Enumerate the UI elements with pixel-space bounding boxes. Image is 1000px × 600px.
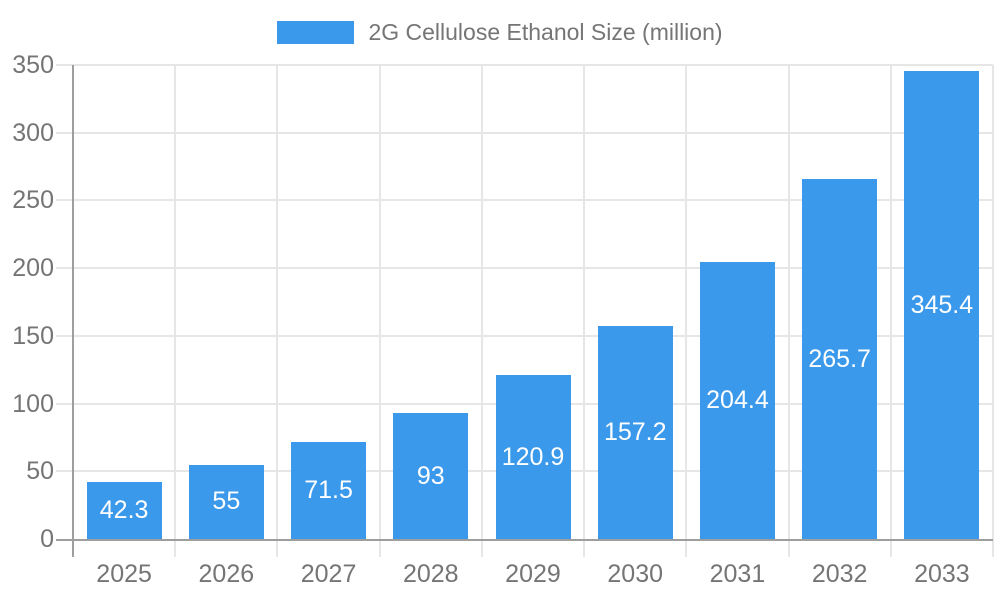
bar-2029 <box>495 375 571 539</box>
bar-2033 <box>904 71 980 539</box>
v-gridline <box>174 65 177 557</box>
v-gridline <box>787 65 790 557</box>
v-gridline <box>992 65 994 557</box>
y-tick-label: 50 <box>26 457 54 486</box>
y-tick-label: 250 <box>12 186 54 215</box>
h-gridline <box>56 267 993 270</box>
bar-value-label: 42.3 <box>99 495 149 524</box>
bar-value-label: 93 <box>416 461 445 490</box>
v-gridline <box>480 65 483 557</box>
v-gridline <box>276 65 279 557</box>
bar-2030 <box>597 326 673 539</box>
v-gridline <box>889 65 892 557</box>
y-tick-label: 150 <box>12 321 54 350</box>
y-axis-line <box>72 65 74 557</box>
bar-2031 <box>699 262 775 539</box>
bar-value-label: 204.4 <box>706 386 769 415</box>
h-gridline <box>56 199 993 202</box>
y-tick-label: 0 <box>40 525 54 553</box>
x-tick-label: 2026 <box>198 560 255 588</box>
x-tick-label: 2031 <box>709 560 766 588</box>
bar-value-label: 55 <box>212 487 241 516</box>
bar-2027 <box>291 442 367 539</box>
v-gridline <box>583 65 586 557</box>
legend-label: 2G Cellulose Ethanol Size (million) <box>368 19 723 45</box>
x-tick-label: 2027 <box>300 560 357 588</box>
x-tick-label: 2028 <box>402 560 459 588</box>
bar-value-label: 157.2 <box>603 418 667 447</box>
bar-value-label: 120.9 <box>501 442 565 471</box>
y-tick-label: 100 <box>12 389 54 418</box>
bar-value-label: 71.5 <box>304 476 353 505</box>
bar-value-label: 265.7 <box>808 344 871 373</box>
bar-2028 <box>393 413 469 539</box>
x-axis-line <box>56 539 993 541</box>
y-tick-label: 300 <box>12 118 54 147</box>
x-tick-label: 2030 <box>607 560 664 588</box>
bar-2032 <box>802 179 878 539</box>
x-tick-label: 2025 <box>96 560 152 588</box>
legend-swatch <box>277 21 355 44</box>
y-tick-label: 350 <box>12 51 54 79</box>
bar-2025 <box>86 481 162 539</box>
h-gridline <box>56 131 993 134</box>
bar-2026 <box>188 464 264 539</box>
v-gridline <box>685 65 688 557</box>
x-tick-label: 2029 <box>505 560 561 588</box>
h-gridline <box>56 64 993 66</box>
y-tick-label: 200 <box>12 254 54 283</box>
legend: 2G Cellulose Ethanol Size (million) <box>0 19 1000 46</box>
v-gridline <box>378 65 381 557</box>
x-tick-label: 2033 <box>914 560 970 588</box>
x-tick-label: 2032 <box>811 560 868 588</box>
h-gridline <box>56 334 993 337</box>
bar-value-label: 345.4 <box>910 290 974 319</box>
